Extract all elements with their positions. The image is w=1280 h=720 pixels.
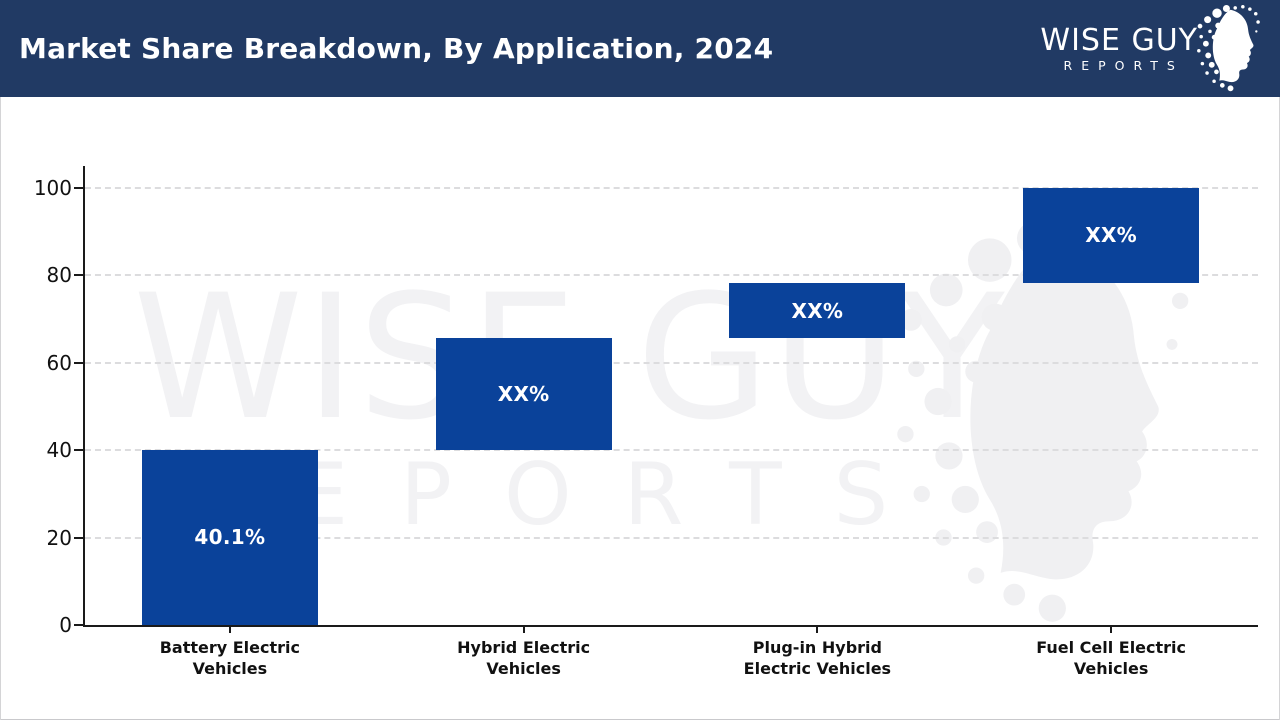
bar-value-label: 40.1% — [194, 525, 266, 550]
category-label-line: Vehicles — [486, 658, 561, 678]
gridline-100 — [85, 186, 1258, 189]
y-axis-tick-100 — [74, 186, 83, 189]
gridline-80 — [85, 274, 1258, 276]
x-axis-spine — [83, 625, 1258, 627]
category-label-line: Electric Vehicles — [743, 658, 892, 678]
category-label-line: Vehicles — [192, 658, 268, 678]
x-axis-tick — [1110, 627, 1113, 633]
bar-segment: XX% — [729, 283, 906, 338]
bar-value-label: XX% — [497, 381, 550, 406]
bar-segment: 40.1% — [141, 449, 318, 625]
gridline-40 — [85, 449, 1258, 451]
gridline-20 — [85, 536, 1258, 539]
y-axis-label-40: 40 — [46, 438, 72, 462]
bar-segment: XX% — [435, 338, 612, 450]
category-label-line: Battery Electric — [159, 638, 301, 657]
wise-guy-reports-logo: WISE GUY REPORTS — [1040, 4, 1270, 94]
y-axis-tick-40 — [74, 449, 83, 451]
x-axis-category-label: Battery Electric Vehicles — [90, 638, 370, 680]
bar-value-label: XX% — [1085, 223, 1138, 248]
y-axis-tick-80 — [74, 274, 83, 276]
gridline-60 — [85, 361, 1258, 364]
y-axis-label-60: 60 — [46, 350, 72, 375]
y-axis-tick-60 — [74, 361, 83, 364]
category-label-line: Plug-in Hybrid — [752, 638, 882, 657]
chart-title: Market Share Breakdown, By Application, … — [19, 32, 774, 65]
y-axis-label-100: 100 — [33, 175, 72, 200]
category-label-line: Vehicles — [1073, 658, 1149, 678]
x-axis-tick — [816, 627, 819, 633]
x-axis-category-label: Hybrid Electric Vehicles — [384, 638, 664, 680]
x-axis-tick — [522, 627, 525, 633]
category-label-line: Hybrid Electric — [457, 638, 591, 657]
y-axis-tick-0 — [74, 624, 83, 626]
y-axis-label-0: 0 — [59, 613, 72, 637]
logo-text: WISE GUY REPORTS — [1040, 25, 1198, 74]
bar-segment: XX% — [1023, 187, 1200, 284]
y-axis-spine — [83, 166, 85, 627]
y-axis-label-20: 20 — [46, 525, 72, 550]
x-axis-category-label: Fuel Cell Electric Vehicles — [971, 638, 1251, 680]
y-axis-label-80: 80 — [46, 263, 72, 287]
y-axis-tick-20 — [74, 536, 83, 539]
logo-wordmark: WISE GUY — [1040, 22, 1198, 58]
bar-value-label: XX% — [791, 298, 844, 323]
x-axis-tick — [228, 627, 231, 633]
header-bar: Market Share Breakdown, By Application, … — [0, 0, 1280, 97]
category-label-line: Fuel Cell Electric — [1036, 638, 1187, 657]
x-axis-category-label: Plug-in Hybrid Electric Vehicles — [677, 638, 957, 680]
logo-subtitle: REPORTS — [1063, 58, 1184, 74]
